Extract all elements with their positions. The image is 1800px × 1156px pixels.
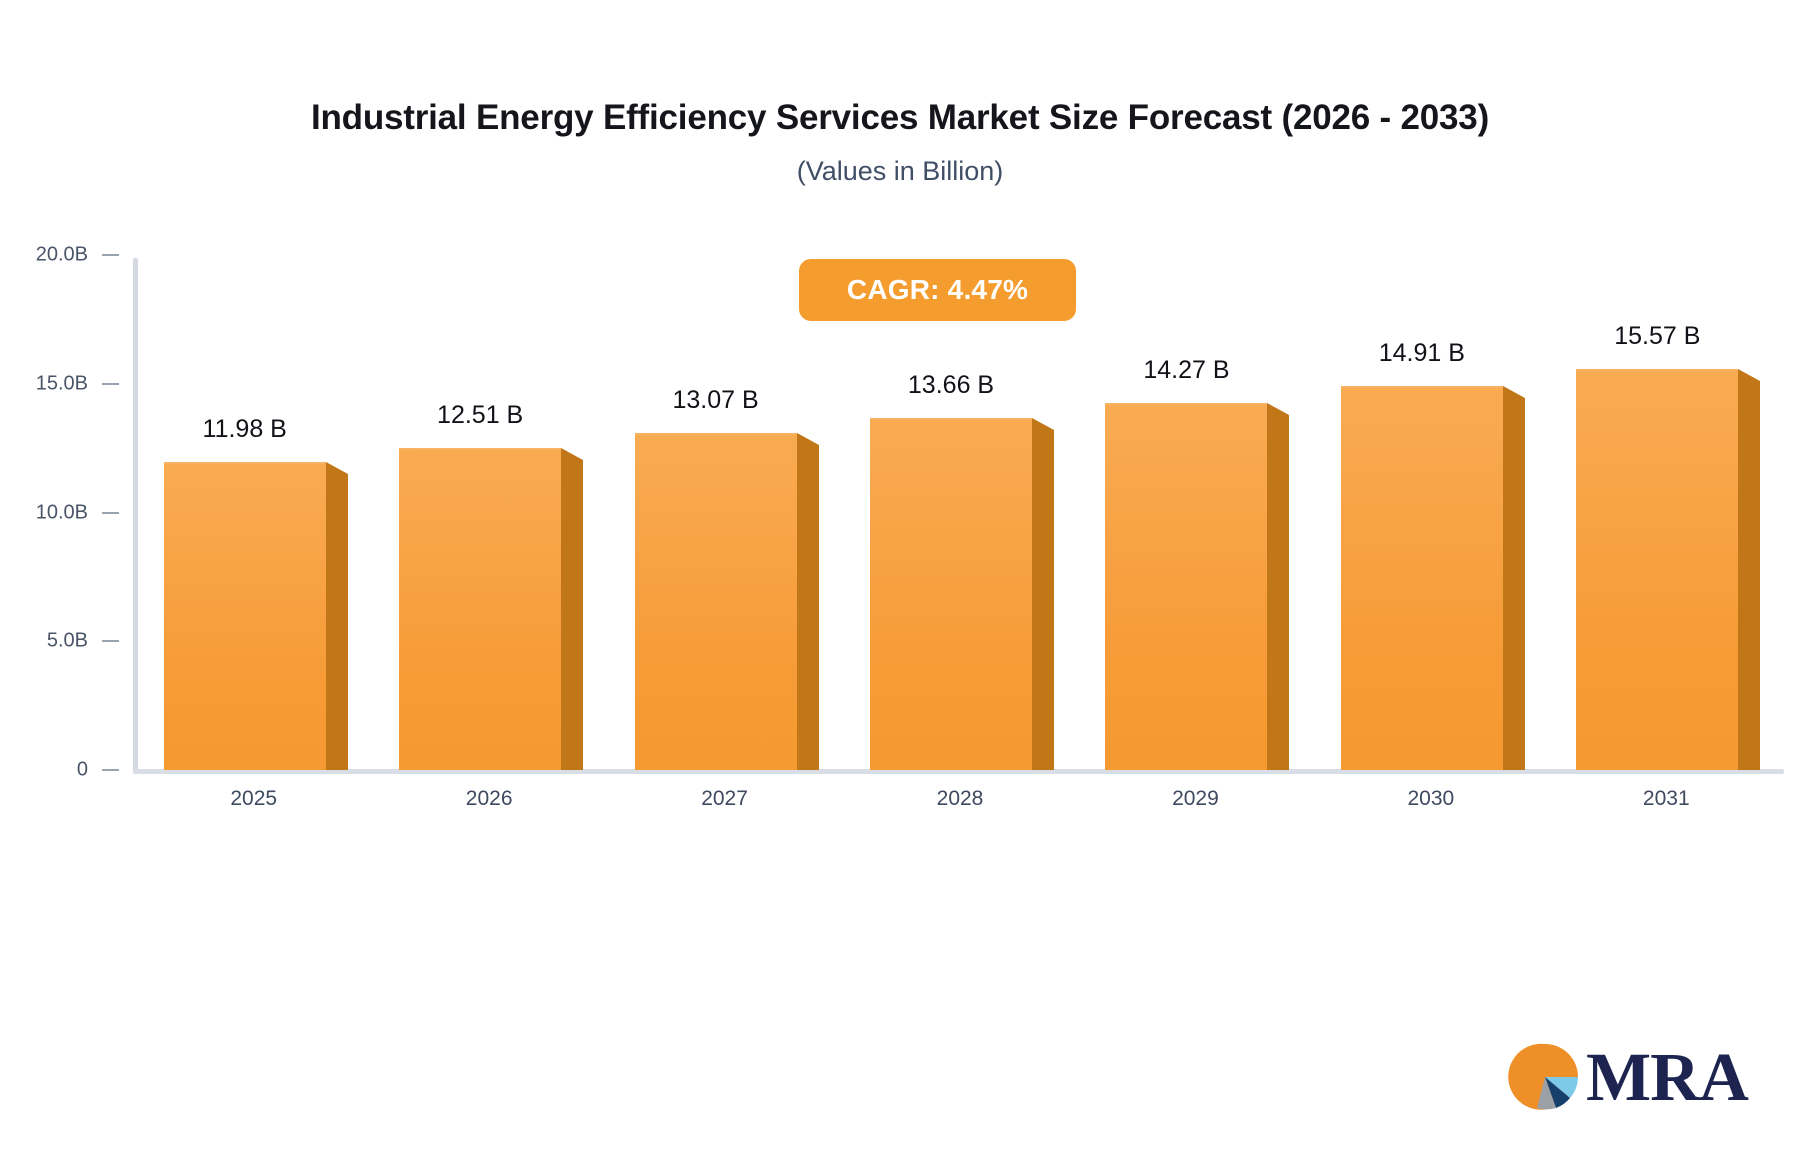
bar-front-face — [1340, 386, 1503, 770]
cagr-badge: CAGR: 4.47% — [799, 259, 1076, 321]
bar-top-bevel-right — [796, 433, 819, 446]
bar — [163, 461, 348, 770]
x-axis-line — [133, 769, 1784, 774]
page-subtitle: (Values in Billion) — [796, 155, 1004, 186]
y-axis-tick-mark — [102, 640, 119, 643]
bar-top-highlight — [634, 433, 797, 436]
bar-top-highlight — [870, 418, 1032, 421]
bar-top-bevel-left — [634, 433, 649, 446]
bar-top-highlight — [163, 461, 326, 464]
bar-side-face — [1267, 414, 1290, 770]
y-axis-tick-label: 0 — [76, 758, 88, 781]
bar-front-face — [634, 433, 797, 770]
bar-top-highlight — [1105, 402, 1268, 405]
x-axis-tick-label: 2028 — [936, 787, 984, 810]
y-axis-tick-mark — [102, 382, 119, 385]
bar-top-bevel-right — [325, 461, 348, 474]
bar-top-bevel-right — [1032, 418, 1054, 431]
page-title: Industrial Energy Efficiency Services Ma… — [310, 98, 1490, 137]
bar-side-face — [561, 459, 584, 770]
bar-value-label: 13.66 B — [907, 371, 995, 400]
bar-side-face — [1738, 381, 1761, 770]
bar-side-face — [325, 473, 348, 770]
bar — [634, 433, 819, 770]
x-axis-tick-label: 2025 — [230, 787, 278, 810]
bar-side-face — [1032, 430, 1054, 770]
y-axis-line — [133, 258, 138, 773]
bar-top-highlight — [1576, 369, 1739, 372]
bar-value-label: 14.91 B — [1378, 339, 1465, 368]
bar-front-face — [1105, 402, 1268, 770]
brand-logo: MRA — [1508, 1038, 1749, 1115]
bar-front-face — [399, 447, 562, 770]
y-axis-tick-label: 10.0B — [35, 501, 88, 523]
bar-value-label: 15.57 B — [1614, 322, 1701, 351]
title-block: Industrial Energy Efficiency Services Ma… — [0, 96, 1800, 187]
y-axis-tick-label: 20.0B — [35, 243, 88, 266]
y-axis-tick-label: 5.0B — [46, 629, 88, 652]
x-axis-tick-label: 2027 — [701, 787, 748, 810]
bar-value-label: 13.07 B — [672, 386, 759, 415]
y-axis-tick-mark — [102, 769, 119, 771]
bar-front-face — [870, 418, 1032, 770]
logo-text: MRA — [1586, 1038, 1749, 1115]
bar — [870, 418, 1054, 770]
bar — [1340, 386, 1525, 770]
bar-top-bevel-right — [561, 447, 584, 460]
y-axis-tick-mark — [102, 511, 119, 514]
x-axis-tick-label: 2031 — [1642, 787, 1690, 810]
bar-side-face — [1502, 398, 1525, 770]
bar-front-face — [1576, 369, 1739, 770]
bar-top-bevel-right — [1502, 386, 1525, 399]
bar — [1576, 369, 1761, 770]
bar-top-bevel-left — [399, 447, 414, 460]
bar — [1105, 402, 1290, 770]
cagr-badge-label: CAGR: 4.47% — [846, 274, 1029, 305]
x-axis-tick-label: 2029 — [1172, 787, 1219, 810]
y-axis-tick-label: 15.0B — [35, 372, 88, 395]
y-axis-tick-mark — [102, 254, 119, 256]
bar — [399, 447, 584, 770]
x-axis-tick-label: 2026 — [465, 787, 513, 810]
bar-top-highlight — [1340, 386, 1503, 389]
bar-top-bevel-left — [870, 418, 884, 431]
bar-top-bevel-left — [163, 461, 178, 474]
bar-top-highlight — [399, 447, 562, 450]
bar-value-label: 14.27 B — [1143, 355, 1230, 384]
bar-top-bevel-left — [1105, 402, 1120, 415]
bar-value-label: 11.98 B — [202, 414, 287, 443]
x-axis-tick-label: 2030 — [1407, 787, 1455, 810]
pie-chart-icon — [1508, 1043, 1578, 1110]
bar-front-face — [163, 461, 326, 770]
bar-value-label: 12.51 B — [437, 400, 524, 429]
bar-top-bevel-right — [1738, 369, 1761, 382]
bar-top-bevel-right — [1267, 402, 1290, 415]
bar-top-bevel-left — [1340, 386, 1355, 399]
bar-top-bevel-left — [1576, 369, 1591, 382]
bar-side-face — [796, 445, 819, 770]
